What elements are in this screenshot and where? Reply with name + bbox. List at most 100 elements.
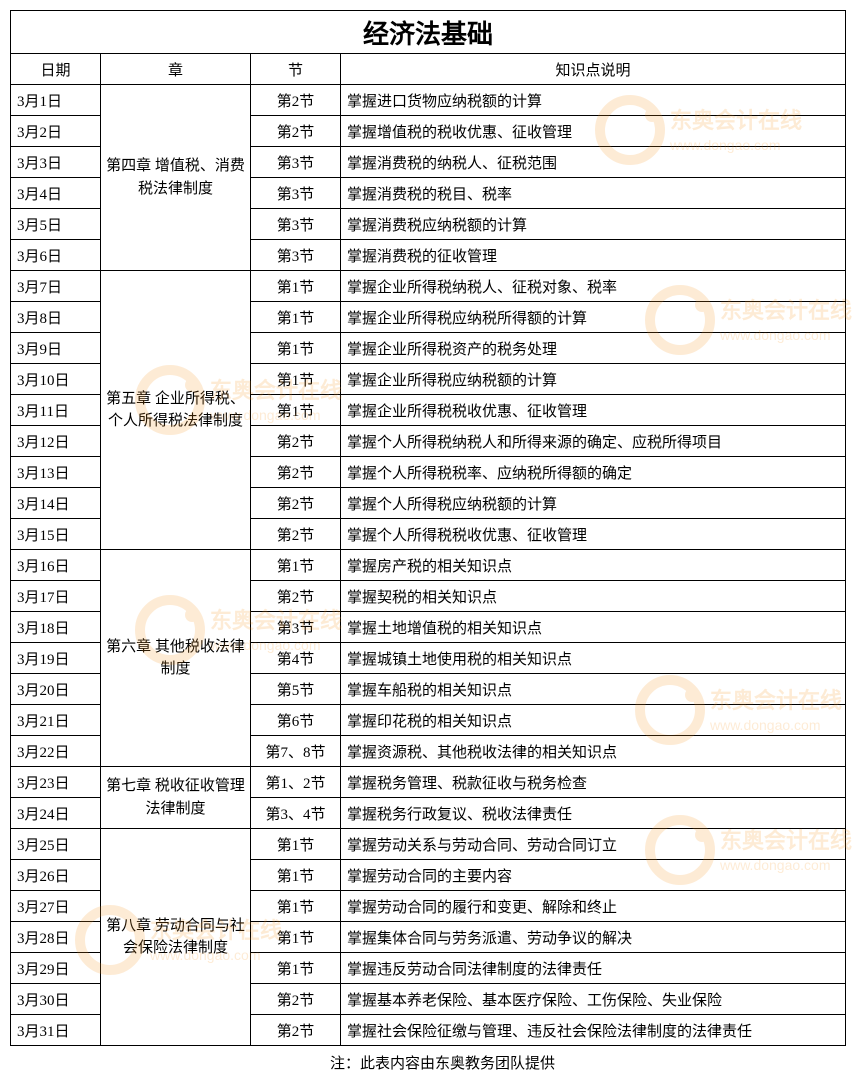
section-cell: 第1节 xyxy=(251,302,341,333)
description-cell: 掌握个人所得税纳税人和所得来源的确定、应税所得项目 xyxy=(341,426,846,457)
table-row: 3月1日第四章 增值税、消费税法律制度第2节掌握进口货物应纳税额的计算 xyxy=(11,85,846,116)
date-cell: 3月26日 xyxy=(11,860,101,891)
description-cell: 掌握个人所得税应纳税额的计算 xyxy=(341,488,846,519)
section-cell: 第3节 xyxy=(251,240,341,271)
section-cell: 第4节 xyxy=(251,643,341,674)
section-cell: 第2节 xyxy=(251,85,341,116)
date-cell: 3月17日 xyxy=(11,581,101,612)
title-row: 经济法基础 xyxy=(11,11,846,54)
date-cell: 3月6日 xyxy=(11,240,101,271)
schedule-table: 经济法基础 日期 章 节 知识点说明 3月1日第四章 增值税、消费税法律制度第2… xyxy=(10,10,846,1046)
date-cell: 3月30日 xyxy=(11,984,101,1015)
section-cell: 第3节 xyxy=(251,209,341,240)
section-cell: 第2节 xyxy=(251,488,341,519)
table-row: 3月7日第五章 企业所得税、个人所得税法律制度第1节掌握企业所得税纳税人、征税对… xyxy=(11,271,846,302)
date-cell: 3月28日 xyxy=(11,922,101,953)
chapter-cell: 第五章 企业所得税、个人所得税法律制度 xyxy=(101,271,251,550)
description-cell: 掌握税务行政复议、税收法律责任 xyxy=(341,798,846,829)
date-cell: 3月11日 xyxy=(11,395,101,426)
section-cell: 第2节 xyxy=(251,457,341,488)
date-cell: 3月12日 xyxy=(11,426,101,457)
header-chapter: 章 xyxy=(101,54,251,85)
date-cell: 3月3日 xyxy=(11,147,101,178)
section-cell: 第1、2节 xyxy=(251,767,341,798)
section-cell: 第2节 xyxy=(251,984,341,1015)
table-row: 3月16日第六章 其他税收法律制度第1节掌握房产税的相关知识点 xyxy=(11,550,846,581)
date-cell: 3月7日 xyxy=(11,271,101,302)
description-cell: 掌握企业所得税资产的税务处理 xyxy=(341,333,846,364)
description-cell: 掌握土地增值税的相关知识点 xyxy=(341,612,846,643)
date-cell: 3月22日 xyxy=(11,736,101,767)
section-cell: 第5节 xyxy=(251,674,341,705)
section-cell: 第1节 xyxy=(251,829,341,860)
date-cell: 3月20日 xyxy=(11,674,101,705)
section-cell: 第1节 xyxy=(251,922,341,953)
date-cell: 3月29日 xyxy=(11,953,101,984)
description-cell: 掌握违反劳动合同法律制度的法律责任 xyxy=(341,953,846,984)
header-row: 日期 章 节 知识点说明 xyxy=(11,54,846,85)
description-cell: 掌握增值税的税收优惠、征收管理 xyxy=(341,116,846,147)
footnote: 注：此表内容由东奥教务团队提供 xyxy=(330,1046,846,1073)
description-cell: 掌握集体合同与劳务派遣、劳动争议的解决 xyxy=(341,922,846,953)
section-cell: 第2节 xyxy=(251,1015,341,1046)
description-cell: 掌握进口货物应纳税额的计算 xyxy=(341,85,846,116)
date-cell: 3月8日 xyxy=(11,302,101,333)
section-cell: 第1节 xyxy=(251,271,341,302)
section-cell: 第2节 xyxy=(251,519,341,550)
section-cell: 第1节 xyxy=(251,395,341,426)
date-cell: 3月23日 xyxy=(11,767,101,798)
description-cell: 掌握印花税的相关知识点 xyxy=(341,705,846,736)
date-cell: 3月24日 xyxy=(11,798,101,829)
description-cell: 掌握税务管理、税款征收与税务检查 xyxy=(341,767,846,798)
description-cell: 掌握契税的相关知识点 xyxy=(341,581,846,612)
date-cell: 3月19日 xyxy=(11,643,101,674)
date-cell: 3月18日 xyxy=(11,612,101,643)
description-cell: 掌握消费税的纳税人、征税范围 xyxy=(341,147,846,178)
header-desc: 知识点说明 xyxy=(341,54,846,85)
description-cell: 掌握个人所得税税率、应纳税所得额的确定 xyxy=(341,457,846,488)
description-cell: 掌握基本养老保险、基本医疗保险、工伤保险、失业保险 xyxy=(341,984,846,1015)
date-cell: 3月10日 xyxy=(11,364,101,395)
page-container: 东奥会计在线www.dongao.com东奥会计在线www.dongao.com… xyxy=(10,10,846,1073)
date-cell: 3月4日 xyxy=(11,178,101,209)
description-cell: 掌握企业所得税纳税人、征税对象、税率 xyxy=(341,271,846,302)
chapter-cell: 第七章 税收征收管理法律制度 xyxy=(101,767,251,829)
description-cell: 掌握资源税、其他税收法律的相关知识点 xyxy=(341,736,846,767)
section-cell: 第1节 xyxy=(251,333,341,364)
date-cell: 3月31日 xyxy=(11,1015,101,1046)
section-cell: 第1节 xyxy=(251,364,341,395)
section-cell: 第1节 xyxy=(251,891,341,922)
table-row: 3月23日第七章 税收征收管理法律制度第1、2节掌握税务管理、税款征收与税务检查 xyxy=(11,767,846,798)
section-cell: 第3节 xyxy=(251,178,341,209)
chapter-cell: 第四章 增值税、消费税法律制度 xyxy=(101,85,251,271)
section-cell: 第7、8节 xyxy=(251,736,341,767)
section-cell: 第2节 xyxy=(251,581,341,612)
description-cell: 掌握企业所得税应纳税额的计算 xyxy=(341,364,846,395)
table-row: 3月25日第八章 劳动合同与社会保险法律制度第1节掌握劳动关系与劳动合同、劳动合… xyxy=(11,829,846,860)
section-cell: 第3、4节 xyxy=(251,798,341,829)
date-cell: 3月2日 xyxy=(11,116,101,147)
date-cell: 3月14日 xyxy=(11,488,101,519)
date-cell: 3月15日 xyxy=(11,519,101,550)
section-cell: 第1节 xyxy=(251,860,341,891)
date-cell: 3月9日 xyxy=(11,333,101,364)
date-cell: 3月5日 xyxy=(11,209,101,240)
section-cell: 第3节 xyxy=(251,612,341,643)
description-cell: 掌握劳动关系与劳动合同、劳动合同订立 xyxy=(341,829,846,860)
section-cell: 第1节 xyxy=(251,550,341,581)
section-cell: 第2节 xyxy=(251,426,341,457)
section-cell: 第6节 xyxy=(251,705,341,736)
description-cell: 掌握社会保险征缴与管理、违反社会保险法律制度的法律责任 xyxy=(341,1015,846,1046)
section-cell: 第1节 xyxy=(251,953,341,984)
description-cell: 掌握消费税的税目、税率 xyxy=(341,178,846,209)
date-cell: 3月16日 xyxy=(11,550,101,581)
description-cell: 掌握企业所得税税收优惠、征收管理 xyxy=(341,395,846,426)
description-cell: 掌握消费税应纳税额的计算 xyxy=(341,209,846,240)
description-cell: 掌握劳动合同的履行和变更、解除和终止 xyxy=(341,891,846,922)
header-date: 日期 xyxy=(11,54,101,85)
description-cell: 掌握劳动合同的主要内容 xyxy=(341,860,846,891)
section-cell: 第3节 xyxy=(251,147,341,178)
table-title: 经济法基础 xyxy=(11,11,846,54)
date-cell: 3月27日 xyxy=(11,891,101,922)
description-cell: 掌握消费税的征收管理 xyxy=(341,240,846,271)
